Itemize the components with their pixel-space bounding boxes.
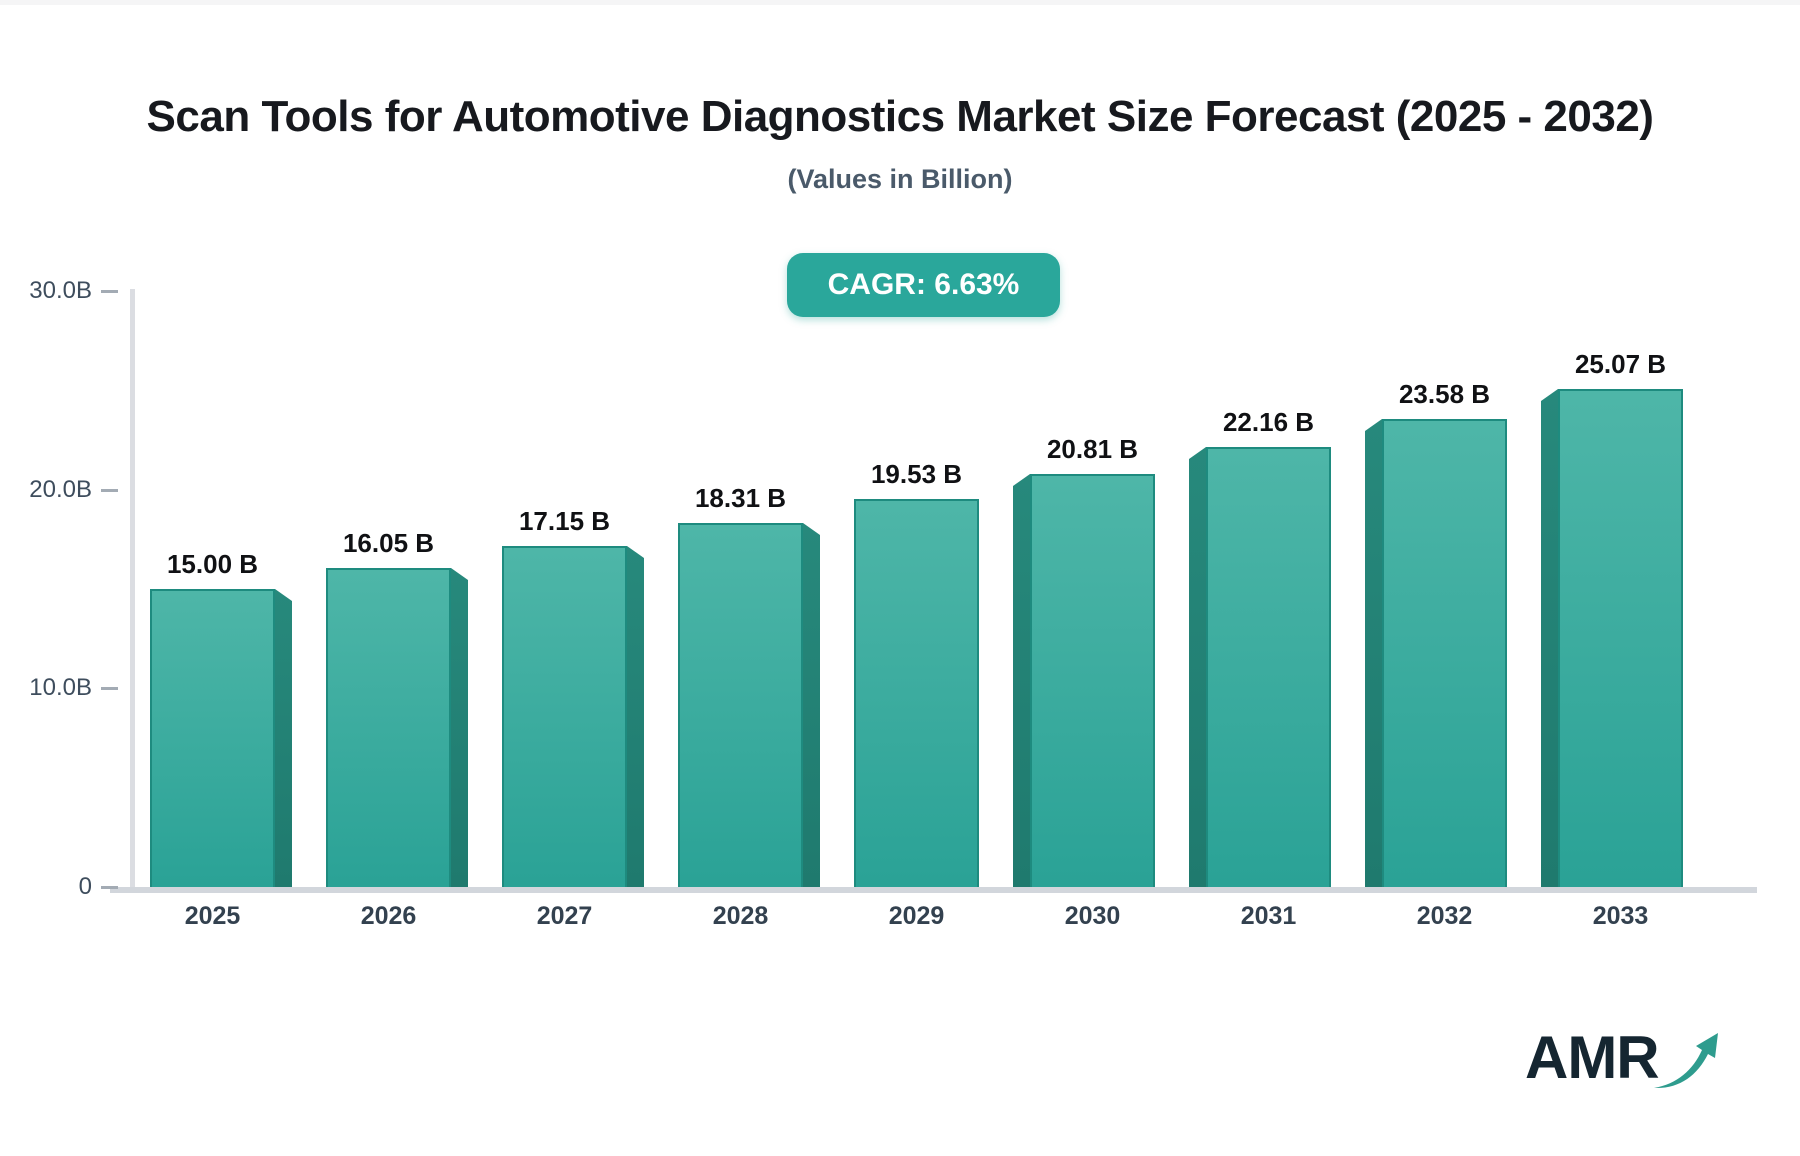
amr-logo: AMR	[1525, 1028, 1719, 1092]
bar-side-face-2030	[1013, 474, 1030, 887]
y-axis-line	[130, 289, 135, 887]
y-tick-label-0: 0	[78, 873, 92, 900]
y-tick-20.0B	[101, 488, 118, 492]
bar-side-face-2025	[275, 589, 292, 887]
bar-side-face-2027	[627, 546, 644, 887]
x-axis-label-2030: 2030	[1064, 902, 1121, 930]
y-tick-10.0B	[101, 687, 118, 691]
y-tick-30.0B	[101, 290, 118, 293]
x-axis-label-2028: 2028	[712, 902, 769, 930]
x-axis-label-2031: 2031	[1240, 902, 1297, 930]
bar-value-label-2033: 25.07 B	[1574, 349, 1667, 379]
bar-value-label-2032: 23.58 B	[1398, 379, 1491, 409]
window-top-strip	[0, 0, 1800, 5]
bar-2026	[326, 568, 451, 887]
y-tick-label-10.0B: 10.0B	[29, 674, 92, 702]
cagr-badge: CAGR: 6.63%	[787, 253, 1060, 317]
x-axis-label-2033: 2033	[1592, 902, 1649, 930]
bar-value-label-2030: 20.81 B	[1046, 434, 1139, 464]
bar-value-label-2031: 22.16 B	[1222, 407, 1315, 437]
bar-side-face-2031	[1189, 447, 1206, 887]
bar-value-label-2029: 19.53 B	[870, 459, 963, 489]
amr-logo-text: AMR	[1525, 1024, 1660, 1091]
y-tick-label-30.0B: 30.0B	[29, 277, 92, 304]
bar-value-label-2026: 16.05 B	[342, 528, 435, 558]
bar-2025	[150, 589, 275, 887]
x-axis-label-2026: 2026	[360, 902, 417, 930]
bar-2028	[678, 523, 803, 887]
x-axis-label-2032: 2032	[1416, 902, 1473, 930]
logo-arrow-icon	[1653, 1033, 1718, 1089]
bar-side-face-2028	[803, 523, 820, 887]
bar-value-label-2028: 18.31 B	[694, 483, 787, 513]
y-tick-label-20.0B: 20.0B	[29, 475, 92, 503]
bar-side-face-2026	[451, 568, 468, 887]
bar-2033	[1558, 389, 1683, 887]
x-axis-label-2025: 2025	[184, 902, 241, 930]
x-axis-label-2029: 2029	[888, 902, 945, 930]
x-axis-label-2027: 2027	[536, 902, 593, 930]
bar-side-face-2033	[1541, 389, 1558, 887]
bar-value-label-2025: 15.00 B	[166, 549, 259, 579]
x-axis-baseline	[110, 887, 1757, 893]
bar-2032	[1382, 419, 1507, 887]
bar-2027	[502, 546, 627, 887]
bar-2031	[1206, 447, 1331, 887]
y-tick-0	[101, 886, 118, 889]
bar-2029	[854, 499, 979, 887]
bar-side-face-2032	[1365, 419, 1382, 887]
chart-subtitle: (Values in Billion)	[787, 164, 1013, 194]
bar-2030	[1030, 474, 1155, 887]
chart-title: Scan Tools for Automotive Diagnostics Ma…	[146, 92, 1654, 141]
bar-value-label-2027: 17.15 B	[518, 506, 611, 536]
cagr-badge-label: CAGR: 6.63%	[827, 268, 1020, 301]
